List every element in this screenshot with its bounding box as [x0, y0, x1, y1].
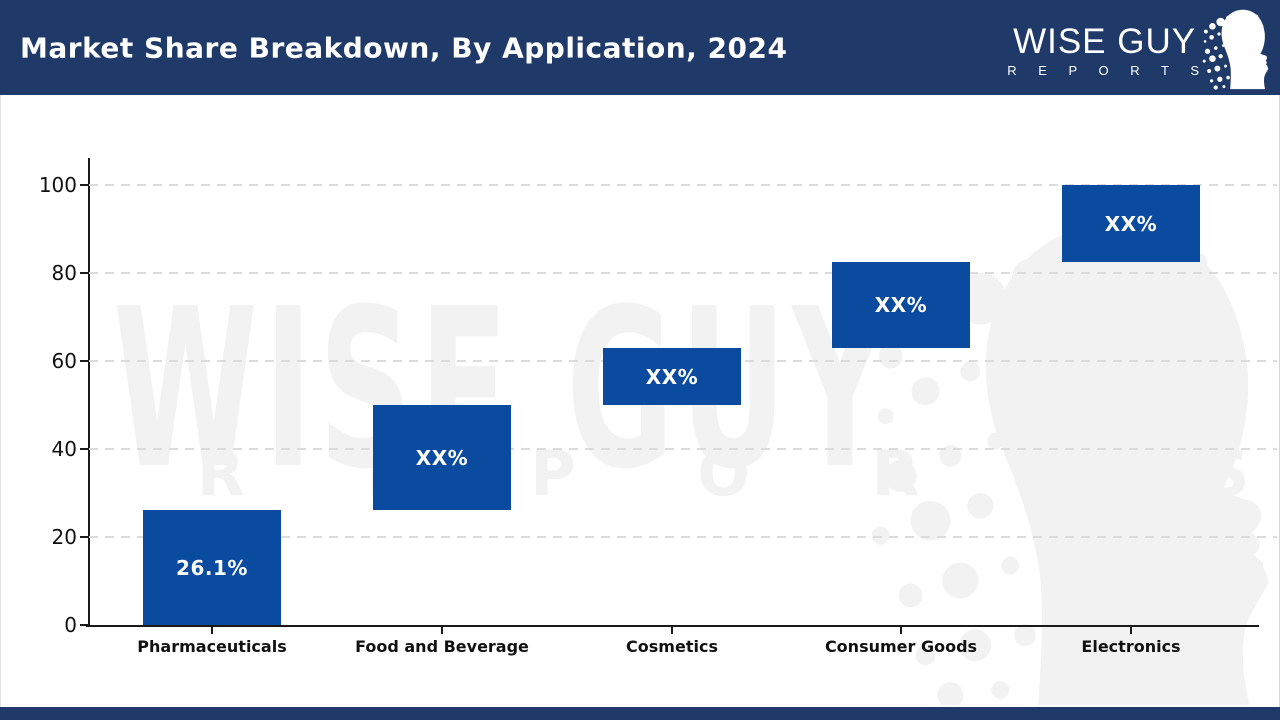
bar-pharmaceuticals: 26.1% — [143, 510, 281, 625]
bar-food-and-beverage: XX% — [373, 405, 511, 511]
y-tick-mark-60 — [80, 360, 88, 362]
bar-value-label: XX% — [1104, 211, 1158, 236]
y-tick-label: 80 — [51, 261, 77, 285]
x-tick-mark-4 — [900, 627, 902, 634]
x-tick-mark-5 — [1130, 627, 1132, 634]
x-tick-mark-1 — [211, 627, 213, 634]
y-tick-label: 40 — [51, 437, 77, 461]
y-tick-label: 20 — [51, 525, 77, 549]
logo-wordmark-block: WISE GUY R E P O R T S — [1001, 22, 1208, 78]
gridline-40 — [89, 448, 1277, 450]
bar-value-label: XX% — [645, 364, 699, 389]
x-axis-label: Pharmaceuticals — [137, 637, 287, 656]
y-tick-mark-0 — [80, 624, 88, 626]
bar-value-label: XX% — [415, 445, 469, 470]
y-tick-mark-20 — [80, 536, 88, 538]
x-axis-label: Electronics — [1081, 637, 1181, 656]
y-tick-mark-40 — [80, 448, 88, 450]
y-axis-line — [88, 158, 90, 625]
gridline-100 — [89, 184, 1277, 186]
page-title: Market Share Breakdown, By Application, … — [20, 31, 788, 64]
gridline-20 — [89, 536, 1277, 538]
bar-electronics: XX% — [1062, 185, 1200, 263]
y-tick-mark-80 — [80, 272, 88, 274]
bar-cosmetics: XX% — [603, 348, 741, 405]
y-tick-mark-100 — [80, 184, 88, 186]
x-axis-line — [86, 625, 1259, 627]
x-tick-mark-3 — [671, 627, 673, 634]
logo-wordmark: WISE GUY — [1013, 22, 1197, 62]
report-header: Market Share Breakdown, By Application, … — [0, 0, 1280, 95]
wise-guy-reports-logo: WISE GUY R E P O R T S — [1001, 4, 1270, 92]
y-tick-label: 60 — [51, 349, 77, 373]
chart-area: WISE GUY R E P O R T S 0 20 40 60 80 100 26.1%… — [0, 95, 1280, 707]
x-tick-mark-2 — [441, 627, 443, 634]
x-axis-label: Cosmetics — [626, 637, 718, 656]
gridline-80 — [89, 272, 1277, 274]
bar-consumer-goods: XX% — [832, 262, 970, 349]
footer-bar — [0, 707, 1280, 720]
waterfall-chart: 0 20 40 60 80 100 26.1% XX% XX% XX% XX% Pharmaceuti… — [1, 95, 1279, 707]
x-axis-label: Consumer Goods — [824, 637, 978, 656]
x-axis-label: Food and Beverage — [355, 637, 529, 656]
y-tick-label: 100 — [38, 173, 77, 197]
wise-guy-face-icon — [1196, 6, 1270, 90]
logo-subtitle: R E P O R T S — [1007, 62, 1208, 78]
y-tick-label: 0 — [64, 613, 77, 637]
bar-value-label: XX% — [874, 293, 928, 318]
bar-value-label: 26.1% — [176, 555, 248, 580]
